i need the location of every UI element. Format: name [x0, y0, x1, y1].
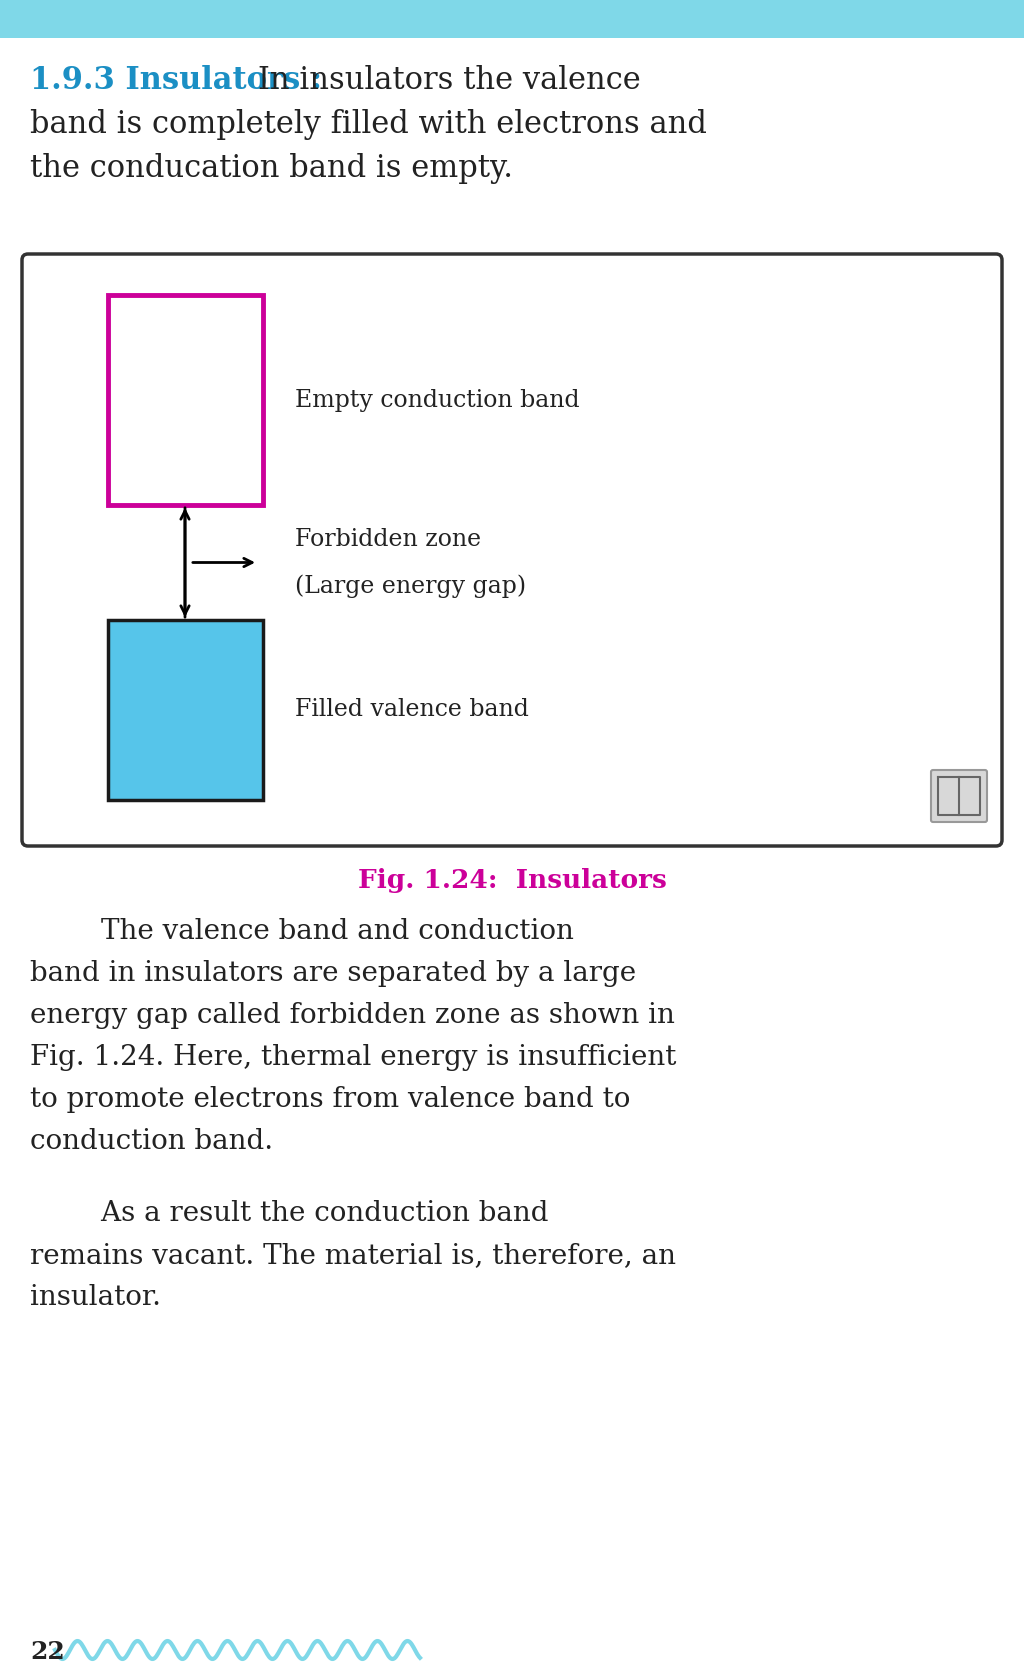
Text: Fig. 1.24. Here, thermal energy is insufficient: Fig. 1.24. Here, thermal energy is insuf…	[30, 1044, 677, 1070]
Text: to promote electrons from valence band to: to promote electrons from valence band t…	[30, 1085, 631, 1112]
Text: (Large energy gap): (Large energy gap)	[295, 575, 526, 598]
Text: Fig. 1.24:  Insulators: Fig. 1.24: Insulators	[357, 868, 667, 893]
FancyBboxPatch shape	[22, 255, 1002, 846]
Text: insulator.: insulator.	[30, 1285, 161, 1312]
Text: band in insulators are separated by a large: band in insulators are separated by a la…	[30, 960, 636, 987]
Text: energy gap called forbidden zone as shown in: energy gap called forbidden zone as show…	[30, 1002, 675, 1028]
Bar	[0, 0, 1024, 39]
Bar	[108, 620, 263, 801]
Text: band is completely filled with electrons and: band is completely filled with electrons…	[30, 109, 707, 141]
Text: In insulators the valence: In insulators the valence	[258, 65, 641, 95]
Text: remains vacant. The material is, therefore, an: remains vacant. The material is, therefo…	[30, 1241, 676, 1270]
Text: Empty conduction band: Empty conduction band	[295, 389, 580, 412]
Text: 1.9.3 Insulators :: 1.9.3 Insulators :	[30, 65, 333, 95]
Text: The valence band and conduction: The valence band and conduction	[30, 918, 573, 945]
Text: Forbidden zone: Forbidden zone	[295, 528, 481, 551]
Text: the conducation band is empty.: the conducation band is empty.	[30, 152, 513, 184]
Text: As a result the conduction band: As a result the conduction band	[30, 1199, 549, 1228]
Text: conduction band.: conduction band.	[30, 1127, 273, 1156]
Text: Filled valence band: Filled valence band	[295, 698, 528, 722]
Text: 22: 22	[30, 1640, 65, 1663]
FancyBboxPatch shape	[931, 770, 987, 822]
Bar	[108, 295, 263, 504]
